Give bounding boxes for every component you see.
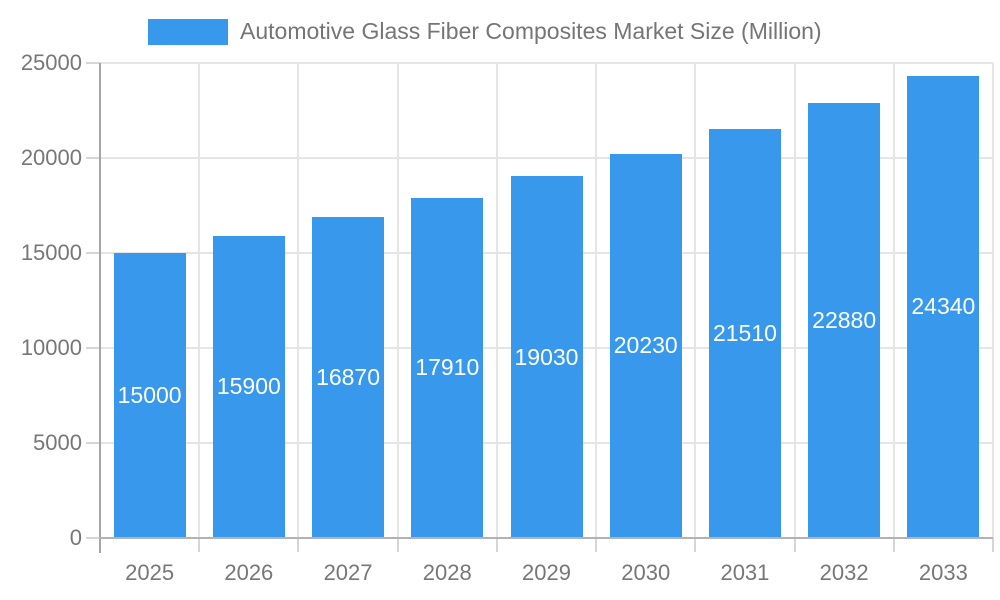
x-axis-line bbox=[99, 537, 993, 539]
bar-value-label: 15000 bbox=[117, 382, 182, 408]
bar-2033: 24340 bbox=[907, 75, 980, 538]
x-axis-label-2033: 2033 bbox=[918, 560, 968, 585]
gridline-horizontal bbox=[100, 62, 993, 64]
x-axis-label-2026: 2026 bbox=[224, 560, 274, 585]
y-axis-tick bbox=[86, 252, 100, 254]
x-axis-tick bbox=[297, 538, 300, 552]
y-axis-line bbox=[99, 63, 101, 553]
x-axis-tick bbox=[892, 538, 895, 552]
bar-value-label: 19030 bbox=[514, 343, 579, 370]
bar-2029: 19030 bbox=[510, 176, 583, 538]
x-axis-tick bbox=[495, 538, 498, 552]
gridline-vertical bbox=[495, 63, 498, 538]
bar-2031: 21510 bbox=[708, 129, 781, 538]
bar-value-label: 20230 bbox=[613, 332, 678, 359]
bar-value-label: 22880 bbox=[812, 307, 877, 334]
legend-swatch bbox=[148, 18, 228, 45]
x-axis-tick bbox=[992, 538, 994, 552]
x-axis-tick bbox=[793, 538, 796, 552]
bar-2027: 16870 bbox=[312, 217, 385, 538]
y-axis-tick bbox=[86, 442, 100, 444]
y-axis-tick bbox=[86, 347, 100, 349]
legend-label: Automotive Glass Fiber Composites Market… bbox=[240, 18, 822, 44]
y-axis-label: 15000 bbox=[20, 240, 82, 265]
gridline-vertical bbox=[793, 63, 796, 538]
gridline-horizontal bbox=[100, 157, 993, 159]
bar-value-label: 24340 bbox=[911, 293, 976, 320]
gridline-vertical bbox=[892, 63, 895, 538]
x-axis-tick bbox=[694, 538, 697, 552]
bar-2030: 20230 bbox=[609, 153, 682, 538]
gridline-vertical bbox=[297, 63, 300, 538]
y-axis-label: 20000 bbox=[20, 145, 82, 170]
bar-value-label: 16870 bbox=[316, 364, 381, 391]
bar-value-label: 15900 bbox=[216, 373, 281, 400]
gridline-vertical bbox=[595, 63, 598, 538]
bar-2026: 15900 bbox=[212, 235, 285, 538]
bar-value-label: 21510 bbox=[712, 320, 777, 347]
x-axis-label-2028: 2028 bbox=[422, 560, 472, 585]
gridline-vertical bbox=[396, 63, 399, 538]
x-axis-tick bbox=[396, 538, 399, 552]
y-axis-label: 10000 bbox=[20, 335, 82, 360]
x-axis-label-2030: 2030 bbox=[621, 560, 671, 585]
x-axis-tick bbox=[595, 538, 598, 552]
x-axis-tick bbox=[198, 538, 201, 552]
gridline-vertical bbox=[694, 63, 697, 538]
gridline-vertical bbox=[198, 63, 201, 538]
x-axis-label-2031: 2031 bbox=[720, 560, 770, 585]
y-axis-tick bbox=[86, 157, 100, 159]
y-axis-label: 5000 bbox=[33, 430, 82, 455]
legend-item[interactable]: Automotive Glass Fiber Composites Market… bbox=[148, 18, 822, 45]
y-axis-tick bbox=[86, 537, 100, 539]
x-axis-label-2032: 2032 bbox=[819, 560, 869, 585]
x-axis-label-2027: 2027 bbox=[323, 560, 373, 585]
bar-2032: 22880 bbox=[808, 103, 881, 538]
bar-2028: 17910 bbox=[411, 197, 484, 538]
y-axis-tick bbox=[86, 62, 100, 64]
x-axis-label-2029: 2029 bbox=[522, 560, 571, 585]
y-axis-label: 25000 bbox=[20, 50, 82, 75]
bar-2025: 15000 bbox=[113, 253, 186, 538]
x-axis-label-2025: 2025 bbox=[125, 560, 175, 585]
bar-value-label: 17910 bbox=[415, 354, 480, 381]
y-axis-label: 0 bbox=[69, 525, 82, 550]
gridline-vertical bbox=[992, 63, 994, 538]
